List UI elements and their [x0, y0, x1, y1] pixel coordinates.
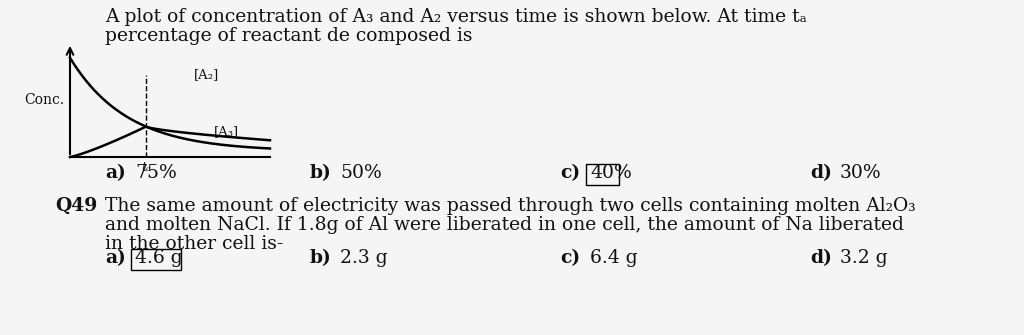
Text: 75%: 75% [135, 164, 177, 182]
Text: 3.2 g: 3.2 g [840, 249, 888, 267]
Text: Q49: Q49 [55, 197, 97, 215]
Text: 50%: 50% [340, 164, 382, 182]
Text: a): a) [105, 249, 126, 267]
Text: 2.3 g: 2.3 g [340, 249, 388, 267]
Text: 4.6 g: 4.6 g [135, 249, 182, 267]
Text: [A₃]: [A₃] [214, 125, 240, 138]
Text: 40%: 40% [590, 164, 632, 182]
Text: d): d) [810, 164, 831, 182]
Bar [131, 249, 181, 270]
Text: percentage of reactant de composed is: percentage of reactant de composed is [105, 27, 472, 45]
Text: and molten NaCl. If 1.8g of Al were liberated in one cell, the amount of Na libe: and molten NaCl. If 1.8g of Al were libe… [105, 216, 904, 234]
Text: a): a) [105, 164, 126, 182]
Text: d): d) [810, 249, 831, 267]
Text: b): b) [310, 164, 332, 182]
Text: A plot of concentration of A₃ and A₂ versus time is shown below. At time tₐ: A plot of concentration of A₃ and A₂ ver… [105, 8, 807, 26]
Text: c): c) [560, 164, 581, 182]
Text: b): b) [310, 249, 332, 267]
Text: The same amount of electricity was passed through two cells containing molten Al: The same amount of electricity was passe… [105, 197, 915, 215]
Text: [A₂]: [A₂] [194, 68, 219, 81]
Text: in the other cell is-: in the other cell is- [105, 235, 284, 253]
Text: 30%: 30% [840, 164, 882, 182]
Text: 6.4 g: 6.4 g [590, 249, 638, 267]
Text: Conc.: Conc. [24, 93, 63, 107]
Text: c): c) [560, 249, 581, 267]
Text: tₐ: tₐ [141, 161, 151, 174]
Bar [586, 164, 620, 185]
